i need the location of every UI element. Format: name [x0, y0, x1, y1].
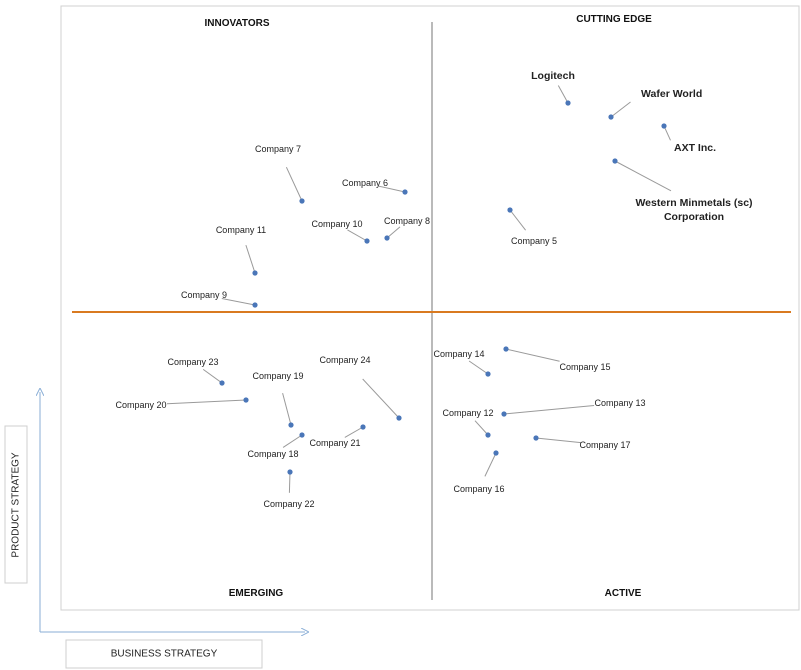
point-label-line2-western-minmetals-sc: Corporation [664, 211, 724, 223]
point-wafer-world [608, 114, 614, 120]
point-company-16 [493, 450, 499, 456]
point-label-wafer-world: Wafer World [641, 88, 702, 100]
leader-line-company-5 [509, 209, 526, 231]
point-company-20 [243, 397, 249, 403]
point-label-company-16: Company 16 [453, 484, 504, 494]
leader-line-company-22 [288, 471, 291, 493]
point-company-13 [501, 411, 507, 417]
point-label-axt-inc: AXT Inc. [674, 142, 716, 154]
point-label-company-24: Company 24 [319, 355, 370, 365]
leader-line-company-10 [347, 229, 368, 242]
leader-line-company-8 [386, 226, 401, 239]
point-label-company-11: Company 11 [216, 225, 266, 235]
y-axis-title-box [4, 425, 28, 584]
point-label-company-19: Company 19 [252, 371, 303, 381]
point-label-western-minmetals-sc: Western Minmetals (sc) [635, 197, 752, 209]
leader-line-axt-inc [663, 125, 671, 141]
point-label-logitech: Logitech [531, 70, 575, 82]
point-company-9 [252, 302, 258, 308]
leader-line-company-24 [362, 378, 400, 419]
leader-line-company-12 [474, 420, 489, 436]
leader-line-company-21 [344, 426, 364, 438]
point-company-23 [219, 380, 225, 386]
point-company-22 [287, 469, 293, 475]
point-label-company-7: Company 7 [255, 144, 301, 154]
point-label-company-10: Company 10 [311, 219, 362, 229]
point-company-17 [533, 435, 539, 441]
leader-line-company-18 [282, 434, 303, 448]
leader-line-company-19 [282, 392, 292, 426]
point-company-5 [507, 207, 513, 213]
point-label-company-8: Company 8 [384, 216, 430, 226]
points-layer: Logitech Wafer World AXT Inc. Western Minme… [115, 70, 752, 509]
quadrant-label-emerging: EMERGING [229, 588, 284, 599]
point-label-company-23: Company 23 [167, 357, 218, 367]
leader-line-company-14 [468, 360, 489, 375]
point-label-company-15: Company 15 [559, 362, 610, 372]
point-label-company-6: Company 6 [342, 178, 388, 188]
point-company-15 [503, 346, 509, 352]
point-logitech [565, 100, 571, 106]
point-company-6 [402, 189, 408, 195]
plot-frame [60, 5, 800, 611]
point-company-10 [364, 238, 370, 244]
x-axis-title-box [65, 639, 263, 669]
point-label-company-9: Company 9 [181, 290, 227, 300]
leader-line-company-16 [484, 452, 497, 477]
point-company-8 [384, 235, 390, 241]
point-company-11 [252, 270, 258, 276]
point-label-company-14: Company 14 [433, 349, 484, 359]
point-label-company-21: Company 21 [309, 438, 360, 448]
point-label-company-12: Company 12 [442, 408, 493, 418]
point-label-company-18: Company 18 [247, 449, 298, 459]
leader-line-company-13 [503, 405, 595, 415]
quadrant-label-innovators: INNOVATORS [204, 18, 269, 29]
point-company-7 [299, 198, 305, 204]
point-label-company-22: Company 22 [263, 499, 314, 509]
point-label-company-13: Company 13 [594, 398, 645, 408]
x-axis-title: BUSINESS STRATEGY [111, 649, 218, 660]
leader-line-western-minmetals-sc [614, 160, 672, 192]
point-company-24 [396, 415, 402, 421]
leader-line-company-11 [245, 244, 256, 274]
y-axis-title: PRODUCT STRATEGY [11, 452, 22, 558]
quadrant-label-active: ACTIVE [605, 588, 642, 599]
point-label-company-5: Company 5 [511, 236, 557, 246]
leader-line-company-7 [285, 166, 303, 202]
point-company-14 [485, 371, 491, 377]
point-label-company-20: Company 20 [115, 400, 166, 410]
point-company-19 [288, 422, 294, 428]
leader-line-company-17 [535, 437, 581, 444]
leader-line-logitech [557, 85, 569, 104]
point-label-company-17: Company 17 [579, 440, 630, 450]
leader-line-company-23 [202, 368, 223, 384]
point-company-12 [485, 432, 491, 438]
point-western-minmetals-sc [612, 158, 618, 164]
quadrant-label-cutting-edge: CUTTING EDGE [576, 14, 652, 25]
leader-line-company-20 [166, 399, 247, 405]
point-company-21 [360, 424, 366, 430]
point-company-18 [299, 432, 305, 438]
point-axt-inc [661, 123, 667, 129]
leader-line-company-15 [505, 348, 560, 362]
leader-line-wafer-world [610, 101, 631, 118]
leader-line-company-6 [378, 185, 406, 193]
leader-line-company-9 [221, 298, 256, 306]
